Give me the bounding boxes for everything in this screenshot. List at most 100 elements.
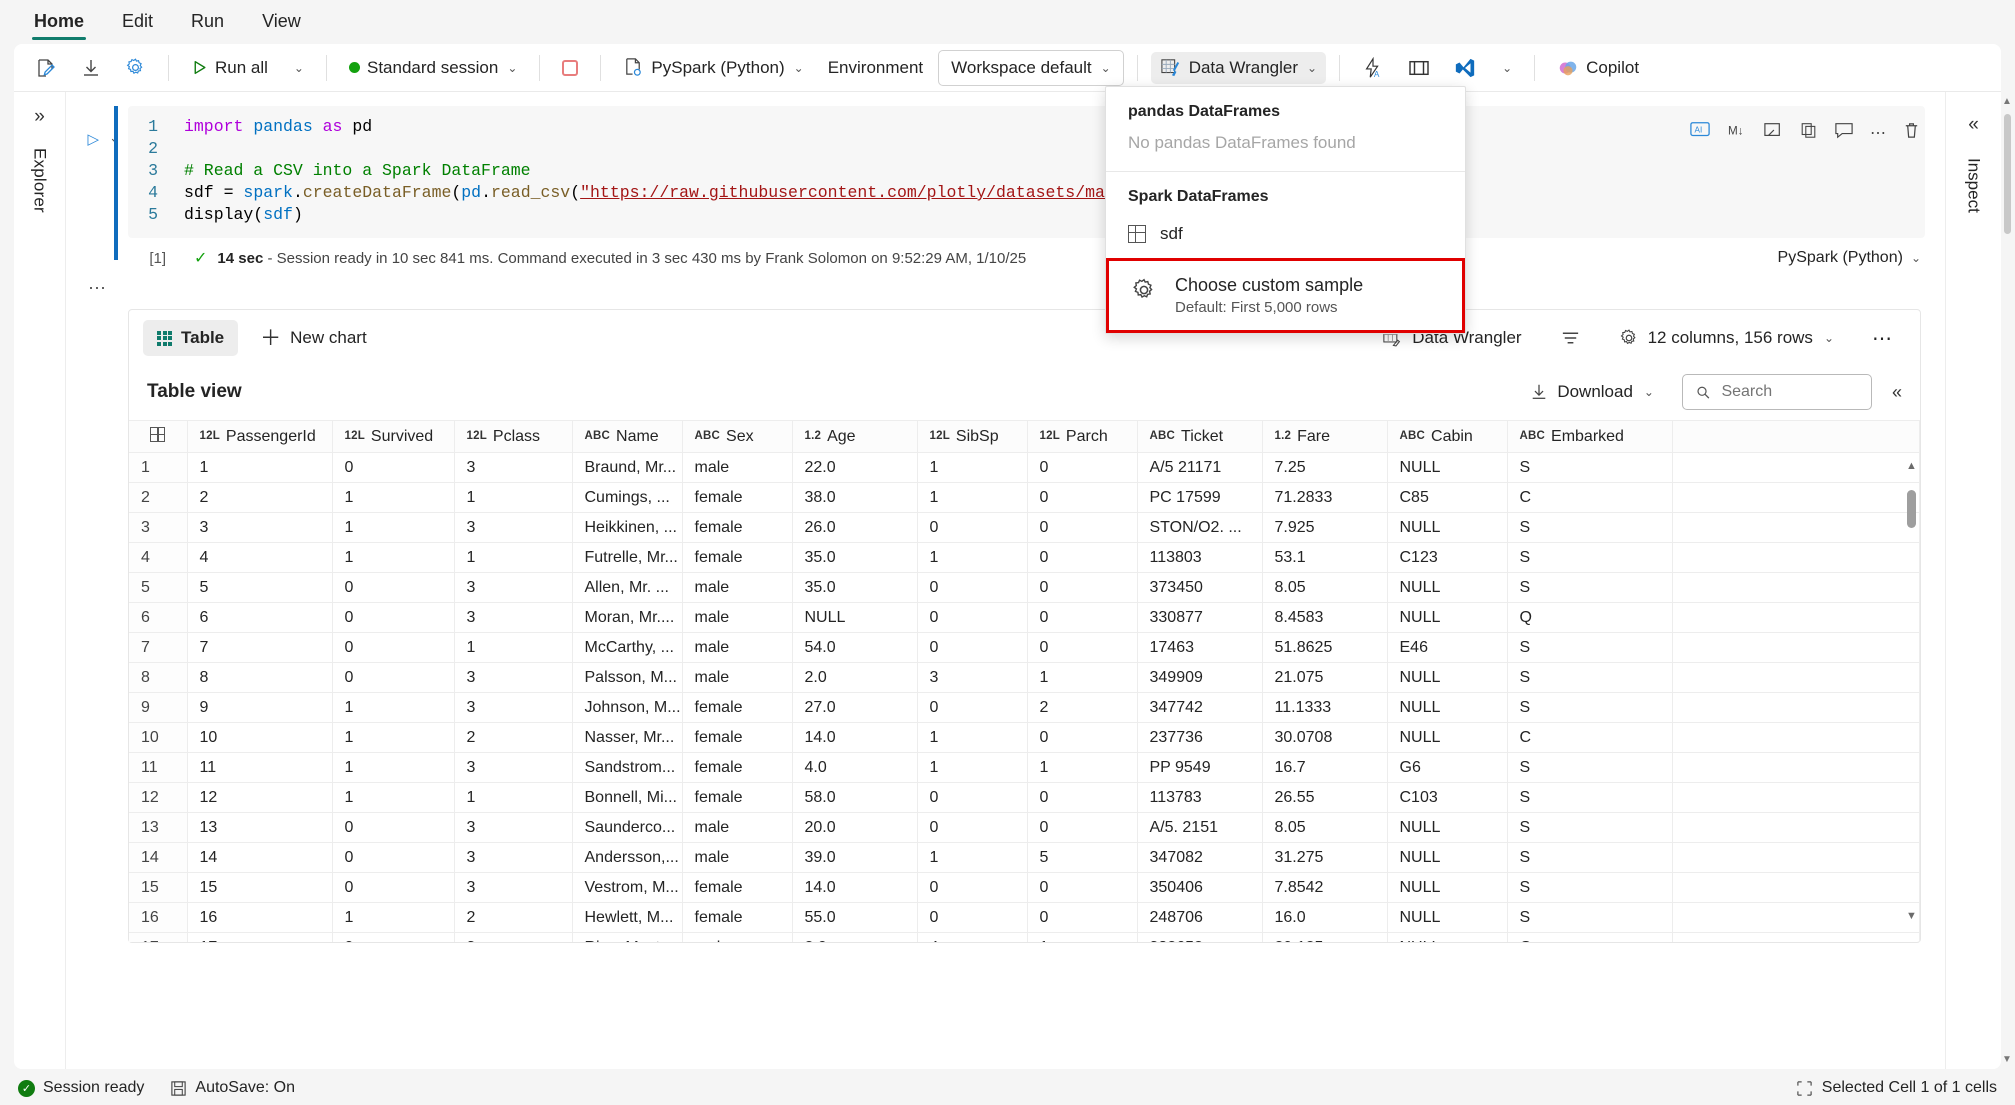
table-cell[interactable]: 1 bbox=[917, 452, 1028, 483]
table-cell[interactable]: 29.125 bbox=[1262, 932, 1388, 942]
table-cell[interactable]: 0 bbox=[332, 602, 455, 633]
table-cell[interactable]: 1 bbox=[454, 482, 573, 513]
table-cell[interactable]: 1 bbox=[1027, 752, 1138, 783]
table-cell[interactable]: PP 9549 bbox=[1137, 752, 1263, 783]
table-cell[interactable]: S bbox=[1507, 692, 1673, 723]
table-cell[interactable]: 3 bbox=[454, 842, 573, 873]
table-cell[interactable]: 1 bbox=[332, 482, 455, 513]
explorer-label[interactable]: Explorer bbox=[30, 148, 50, 213]
table-cell[interactable]: 8.05 bbox=[1262, 572, 1388, 603]
table-cell[interactable]: 3 bbox=[187, 512, 333, 543]
table-cell[interactable]: 0 bbox=[332, 842, 455, 873]
table-cell[interactable]: 0 bbox=[332, 662, 455, 693]
table-cell[interactable]: 2 bbox=[454, 902, 573, 933]
table-row[interactable]: 4 4 1 1 Futrelle, Mr... female 35.0 1 0 113803 53.… bbox=[129, 542, 1920, 573]
table-cell[interactable]: 71.2833 bbox=[1262, 482, 1388, 513]
table-cell[interactable]: 4 bbox=[917, 932, 1028, 942]
table-cell[interactable]: 0 bbox=[917, 902, 1028, 933]
table-cell[interactable]: 6 bbox=[187, 602, 333, 633]
table-cell[interactable]: 0 bbox=[332, 632, 455, 663]
table-cell[interactable]: S bbox=[1507, 782, 1673, 813]
table-cell[interactable]: 0 bbox=[1027, 452, 1138, 483]
table-cell[interactable]: Q bbox=[1507, 602, 1673, 633]
table-cell[interactable]: Q bbox=[1507, 932, 1673, 942]
table-cell[interactable]: 8 bbox=[187, 662, 333, 693]
table-cell[interactable]: 7.25 bbox=[1262, 452, 1388, 483]
window-scroll-down-icon[interactable]: ▼ bbox=[2002, 1054, 2012, 1065]
table-cell[interactable]: 35.0 bbox=[792, 572, 918, 603]
output-more-button[interactable]: ⋯ bbox=[1858, 318, 1906, 359]
run-flash-button[interactable]: A bbox=[1353, 51, 1393, 85]
collapse-inspect-icon[interactable]: « bbox=[1968, 114, 1979, 135]
table-cell[interactable]: 0 bbox=[1027, 602, 1138, 633]
table-cell[interactable]: 55.0 bbox=[792, 902, 918, 933]
table-cell[interactable]: 330877 bbox=[1137, 602, 1263, 633]
column-header-sex[interactable]: ABC Sex bbox=[682, 420, 793, 453]
table-cell[interactable]: 35.0 bbox=[792, 542, 918, 573]
table-cell[interactable]: 0 bbox=[917, 602, 1028, 633]
table-cell[interactable]: 113803 bbox=[1137, 542, 1263, 573]
scroll-up-icon[interactable]: ▲ bbox=[1906, 460, 1917, 472]
table-cell[interactable]: 1 bbox=[917, 542, 1028, 573]
table-cell[interactable]: 3 bbox=[454, 812, 573, 843]
table-cell[interactable]: 382652 bbox=[1137, 932, 1263, 942]
table-cell[interactable]: female bbox=[682, 542, 793, 573]
table-cell[interactable]: NULL bbox=[1387, 842, 1508, 873]
column-header-survived[interactable]: 12L Survived bbox=[332, 420, 455, 453]
table-cell[interactable]: Palsson, M... bbox=[572, 662, 683, 693]
table-cell[interactable]: 7 bbox=[187, 632, 333, 663]
output-tab-table[interactable]: Table bbox=[143, 320, 239, 356]
table-cell[interactable]: Saunderco... bbox=[572, 812, 683, 843]
inspect-label[interactable]: Inspect bbox=[1964, 158, 1984, 213]
table-cell[interactable]: female bbox=[682, 512, 793, 543]
table-cell[interactable]: 1 bbox=[332, 692, 455, 723]
table-cell[interactable]: Bonnell, Mi... bbox=[572, 782, 683, 813]
table-cell[interactable]: 0 bbox=[332, 872, 455, 903]
table-cell[interactable]: 53.1 bbox=[1262, 542, 1388, 573]
table-cell[interactable]: C bbox=[1507, 722, 1673, 753]
table-cell[interactable]: 347082 bbox=[1137, 842, 1263, 873]
table-cell[interactable]: S bbox=[1507, 752, 1673, 783]
table-cell[interactable]: 3 bbox=[454, 452, 573, 483]
table-cell[interactable]: 1 bbox=[332, 722, 455, 753]
table-cell[interactable]: 3 bbox=[454, 662, 573, 693]
table-row[interactable]: 11 11 1 3 Sandstrom... female 4.0 1 1 PP 9549 16.7… bbox=[129, 752, 1920, 783]
table-cell[interactable]: 20.0 bbox=[792, 812, 918, 843]
table-cell[interactable]: NULL bbox=[1387, 812, 1508, 843]
table-cell[interactable]: 0 bbox=[1027, 722, 1138, 753]
table-cell[interactable]: S bbox=[1507, 812, 1673, 843]
table-cell[interactable]: 39.0 bbox=[792, 842, 918, 873]
table-cell[interactable]: 51.8625 bbox=[1262, 632, 1388, 663]
table-cell[interactable]: male bbox=[682, 572, 793, 603]
table-cell[interactable]: Andersson,... bbox=[572, 842, 683, 873]
table-cell[interactable]: male bbox=[682, 452, 793, 483]
table-cell[interactable]: 3 bbox=[454, 932, 573, 942]
table-cell[interactable]: 0 bbox=[332, 572, 455, 603]
column-header-passengerid[interactable]: 12L PassengerId bbox=[187, 420, 333, 453]
table-cell[interactable]: 0 bbox=[1027, 902, 1138, 933]
table-cell[interactable]: 1 bbox=[454, 782, 573, 813]
table-cell[interactable]: 2.0 bbox=[792, 932, 918, 942]
table-cell[interactable]: Allen, Mr. ... bbox=[572, 572, 683, 603]
add-cell-more-icon[interactable]: ⋯ bbox=[88, 278, 106, 298]
table-cell[interactable]: 0 bbox=[1027, 572, 1138, 603]
table-cell[interactable]: E46 bbox=[1387, 632, 1508, 663]
table-cell[interactable]: 16 bbox=[187, 902, 333, 933]
table-cell[interactable]: 15 bbox=[187, 872, 333, 903]
table-cell[interactable]: NULL bbox=[1387, 452, 1508, 483]
table-cell[interactable]: NULL bbox=[1387, 662, 1508, 693]
table-cell[interactable]: A/5. 2151 bbox=[1137, 812, 1263, 843]
layout-button[interactable] bbox=[1399, 53, 1439, 83]
collapse-panel-icon[interactable]: « bbox=[1891, 381, 1902, 402]
table-cell[interactable]: 1 bbox=[187, 452, 333, 483]
table-cell[interactable]: 13 bbox=[187, 812, 333, 843]
filter-button[interactable] bbox=[1546, 321, 1595, 355]
status-session[interactable]: ✓ Session ready bbox=[18, 1079, 144, 1097]
table-cell[interactable]: 0 bbox=[917, 632, 1028, 663]
table-cell[interactable]: 27.0 bbox=[792, 692, 918, 723]
table-cell[interactable]: S bbox=[1507, 902, 1673, 933]
column-header-ticket[interactable]: ABC Ticket bbox=[1137, 420, 1263, 453]
table-cell[interactable]: Cumings, ... bbox=[572, 482, 683, 513]
table-cell[interactable]: 7.8542 bbox=[1262, 872, 1388, 903]
table-cell[interactable]: 8.4583 bbox=[1262, 602, 1388, 633]
